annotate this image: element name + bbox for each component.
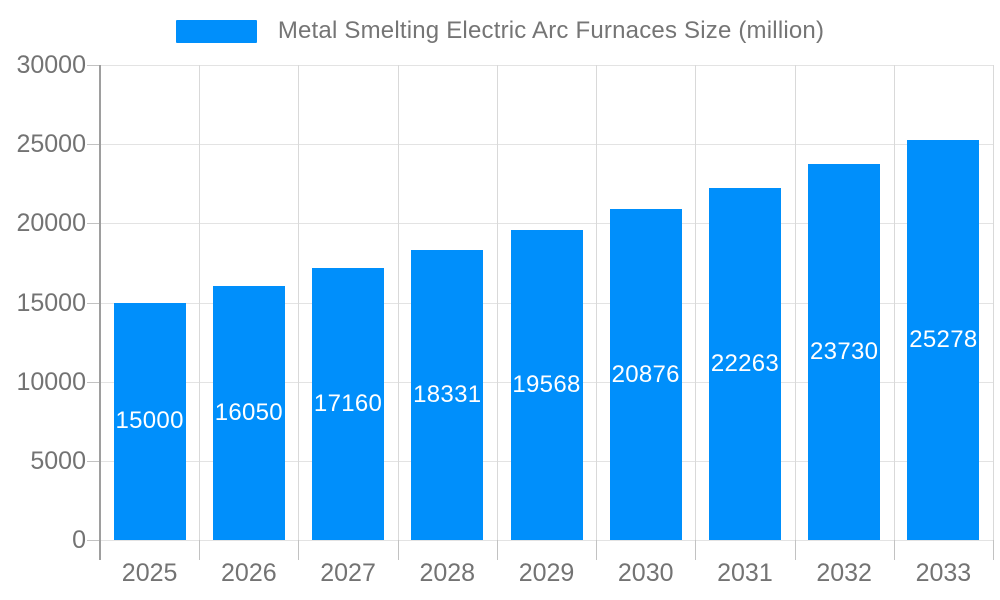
gridline-vertical xyxy=(695,65,697,540)
bar-value-label: 25278 xyxy=(909,325,978,353)
bar-2025[interactable]: 15000 xyxy=(113,302,186,540)
y-axis-label: 25000 xyxy=(16,130,86,159)
gridline-vertical xyxy=(794,65,796,540)
gridline-vertical xyxy=(496,65,498,540)
chart-legend: Metal Smelting Electric Arc Furnaces Siz… xyxy=(0,17,1000,45)
plot-area: 15000 16050 17160 18331 19568 20876 22263 23730… xyxy=(87,65,994,560)
x-axis-tick xyxy=(893,540,895,560)
bar-2030[interactable]: 20876 xyxy=(609,209,682,540)
x-axis-label: 2030 xyxy=(617,559,674,587)
gridline-vertical xyxy=(397,65,399,540)
y-axis-label: 5000 xyxy=(30,446,86,475)
x-axis-label: 2033 xyxy=(915,559,972,587)
bar-value-label: 23730 xyxy=(810,338,879,366)
x-axis-label: 2027 xyxy=(320,559,376,587)
x-axis-label: 2029 xyxy=(518,559,575,587)
y-axis-label: 0 xyxy=(72,526,86,554)
bar-value-label: 15000 xyxy=(115,407,184,435)
bar-value-label: 17160 xyxy=(313,390,383,418)
bar-2033[interactable]: 25278 xyxy=(907,139,980,540)
x-axis-tick xyxy=(298,540,300,560)
x-axis-tick xyxy=(794,540,796,560)
bar-2028[interactable]: 18331 xyxy=(411,249,484,540)
bar-value-label: 18331 xyxy=(413,380,482,408)
legend-item-series[interactable]: Metal Smelting Electric Arc Furnaces Siz… xyxy=(175,17,825,45)
y-axis-tick xyxy=(87,302,100,304)
gridline-vertical xyxy=(596,65,598,540)
bar-value-label: 20876 xyxy=(611,360,680,388)
x-axis-tick xyxy=(993,540,994,560)
y-axis-tick xyxy=(87,223,100,225)
gridline-horizontal xyxy=(100,540,993,541)
y-axis-label: 20000 xyxy=(16,209,86,238)
bar-2027[interactable]: 17160 xyxy=(312,268,385,540)
legend-swatch xyxy=(175,19,257,43)
gridline-horizontal xyxy=(100,144,993,146)
y-axis-tick xyxy=(87,540,100,541)
x-axis-tick xyxy=(496,540,498,560)
bar-value-label: 16050 xyxy=(214,398,283,426)
x-axis-tick xyxy=(695,540,697,560)
x-axis-label: 2031 xyxy=(717,559,773,587)
y-axis-tick xyxy=(87,460,100,462)
gridline-vertical xyxy=(893,65,895,540)
bar-2029[interactable]: 19568 xyxy=(510,230,583,540)
bar-value-label: 22263 xyxy=(710,349,780,377)
x-axis-label: 2025 xyxy=(121,559,178,587)
x-axis-label: 2026 xyxy=(221,559,277,587)
bar-value-label: 19568 xyxy=(512,371,581,399)
gridline-vertical xyxy=(199,65,201,540)
bar-2026[interactable]: 16050 xyxy=(212,285,285,540)
legend-label: Metal Smelting Electric Arc Furnaces Siz… xyxy=(277,17,825,44)
x-axis-tick xyxy=(199,540,201,560)
bar-2031[interactable]: 22263 xyxy=(708,187,781,540)
gridline-vertical xyxy=(993,65,994,540)
y-axis-label: 10000 xyxy=(16,367,86,396)
bar-2032[interactable]: 23730 xyxy=(808,164,881,540)
y-axis-label: 15000 xyxy=(16,288,86,317)
x-axis-tick xyxy=(397,540,399,560)
x-axis-label: 2032 xyxy=(816,559,872,587)
y-axis-tick xyxy=(87,144,100,146)
gridline-vertical xyxy=(298,65,300,540)
y-axis-tick xyxy=(87,381,100,383)
x-axis-label: 2028 xyxy=(419,559,476,587)
y-axis-line xyxy=(99,65,101,560)
x-axis-tick xyxy=(596,540,598,560)
gridline-horizontal xyxy=(100,65,993,66)
gridline-horizontal xyxy=(100,223,993,225)
y-axis-tick xyxy=(87,65,100,66)
y-axis-label: 30000 xyxy=(16,51,86,79)
